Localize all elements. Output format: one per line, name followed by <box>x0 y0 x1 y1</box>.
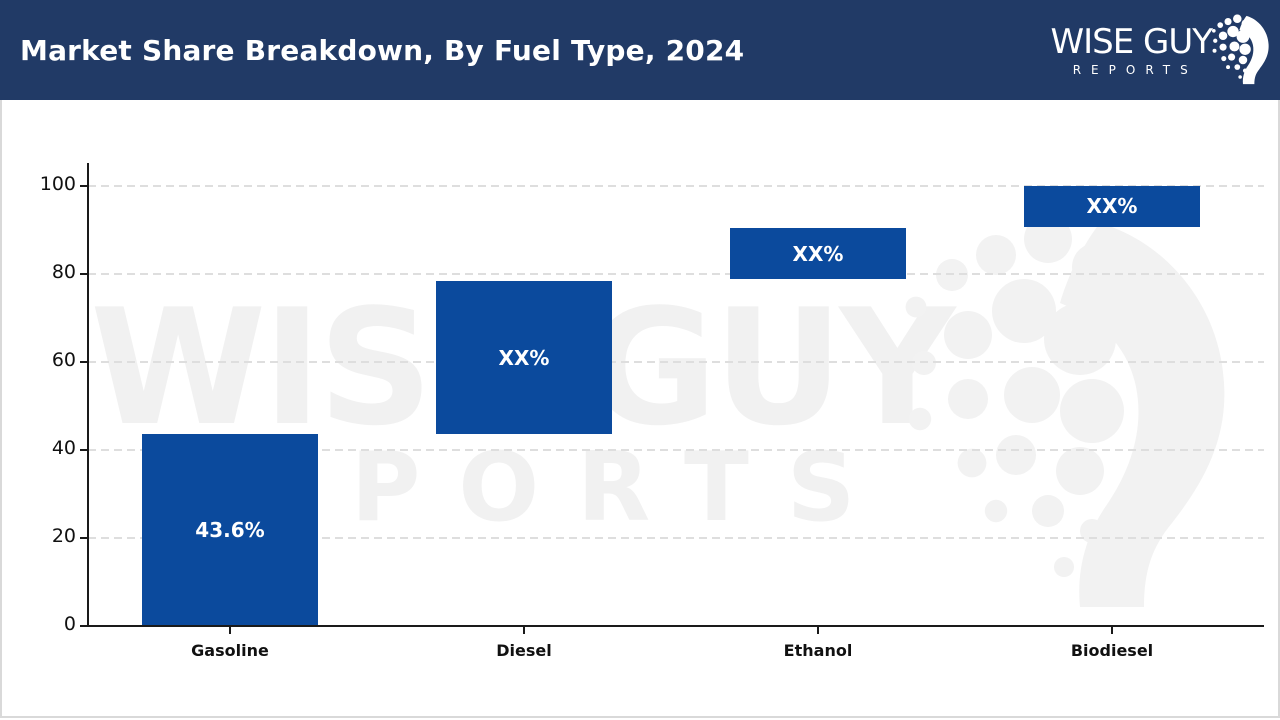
x-axis-tick <box>229 626 231 634</box>
gridline <box>88 361 1264 363</box>
y-axis-tick-label: 40 <box>51 437 76 459</box>
gridline <box>88 273 1264 275</box>
x-axis-category-label: Gasoline <box>191 641 269 660</box>
y-axis-tick-label: 0 <box>63 613 76 635</box>
y-axis-tick <box>80 185 88 187</box>
bar-value-label: XX% <box>498 345 550 370</box>
bar-value-label: XX% <box>1086 194 1138 219</box>
header-bar: Market Share Breakdown, By Fuel Type, 20… <box>0 0 1280 100</box>
x-axis-tick <box>523 626 525 634</box>
left-border <box>0 100 2 718</box>
y-axis-tick <box>80 361 88 363</box>
x-axis-tick <box>1111 626 1113 634</box>
bar-ethanol: XX% <box>730 228 906 280</box>
y-axis-tick-label: 80 <box>51 261 76 283</box>
wiseguy-logo: WISE GUY REPORTS <box>1050 4 1270 96</box>
bar-diesel: XX% <box>436 281 612 435</box>
bar-biodiesel: XX% <box>1024 186 1200 227</box>
wiseguy-logo-text: WISE GUY REPORTS <box>1050 21 1213 77</box>
right-border <box>1278 100 1280 718</box>
y-axis-tick <box>80 449 88 451</box>
bar-value-label: XX% <box>792 241 844 266</box>
x-axis-category-label: Biodiesel <box>1070 641 1154 660</box>
y-axis-tick-label: 60 <box>51 349 76 371</box>
gridline <box>88 449 1264 451</box>
watermark-head-icon <box>872 215 1232 615</box>
x-axis-tick <box>817 626 819 634</box>
page-title: Market Share Breakdown, By Fuel Type, 20… <box>20 33 745 67</box>
wiseguy-logo-subtext: REPORTS <box>1072 62 1198 77</box>
y-axis-line <box>87 163 89 626</box>
y-axis-tick <box>80 273 88 275</box>
x-axis-category-label: Ethanol <box>783 641 853 660</box>
y-axis-tick-label: 20 <box>51 525 76 547</box>
gridline <box>88 185 1264 187</box>
bar-gasoline: 43.6% <box>142 434 318 626</box>
gridline <box>88 537 1264 539</box>
x-axis-category-label: Diesel <box>496 641 552 660</box>
y-axis-tick <box>80 625 88 627</box>
y-axis-tick-label: 100 <box>39 173 76 195</box>
y-axis-tick <box>80 537 88 539</box>
x-axis-line <box>88 625 1264 627</box>
wiseguy-logo-wordmark: WISE GUY <box>1050 21 1213 62</box>
wiseguy-logo-head-icon <box>1206 6 1270 94</box>
bar-value-label: 43.6% <box>195 518 265 543</box>
footer-divider <box>0 716 1280 718</box>
